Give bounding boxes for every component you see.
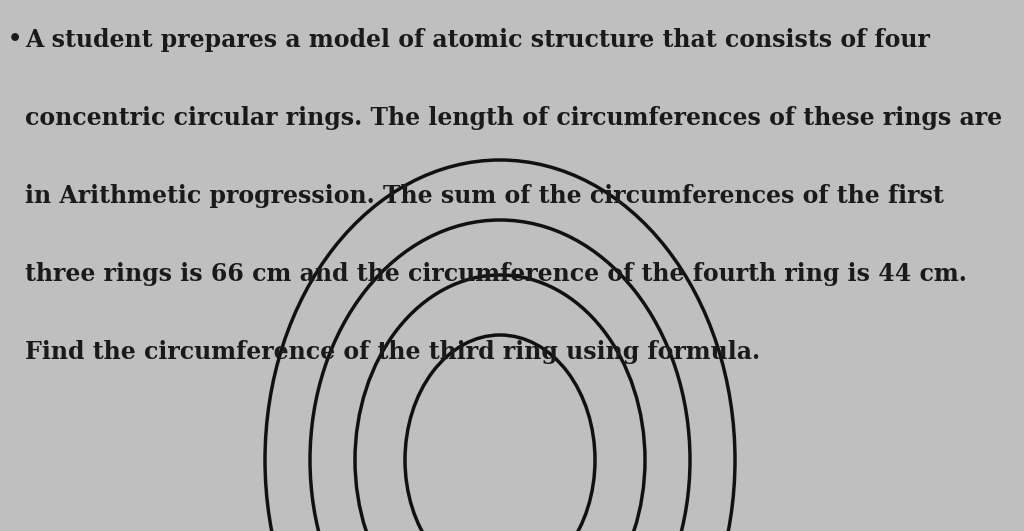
Text: three rings is 66 cm and the circumference of the fourth ring is 44 cm.: three rings is 66 cm and the circumferen… [25, 262, 967, 286]
Text: A student prepares a model of atomic structure that consists of four: A student prepares a model of atomic str… [25, 28, 930, 52]
Text: in Arithmetic progression. The sum of the circumferences of the first: in Arithmetic progression. The sum of th… [25, 184, 944, 208]
Text: concentric circular rings. The length of circumferences of these rings are: concentric circular rings. The length of… [25, 106, 1002, 130]
Text: •: • [8, 28, 23, 50]
Text: Find the circumference of the third ring using formula.: Find the circumference of the third ring… [25, 340, 760, 364]
